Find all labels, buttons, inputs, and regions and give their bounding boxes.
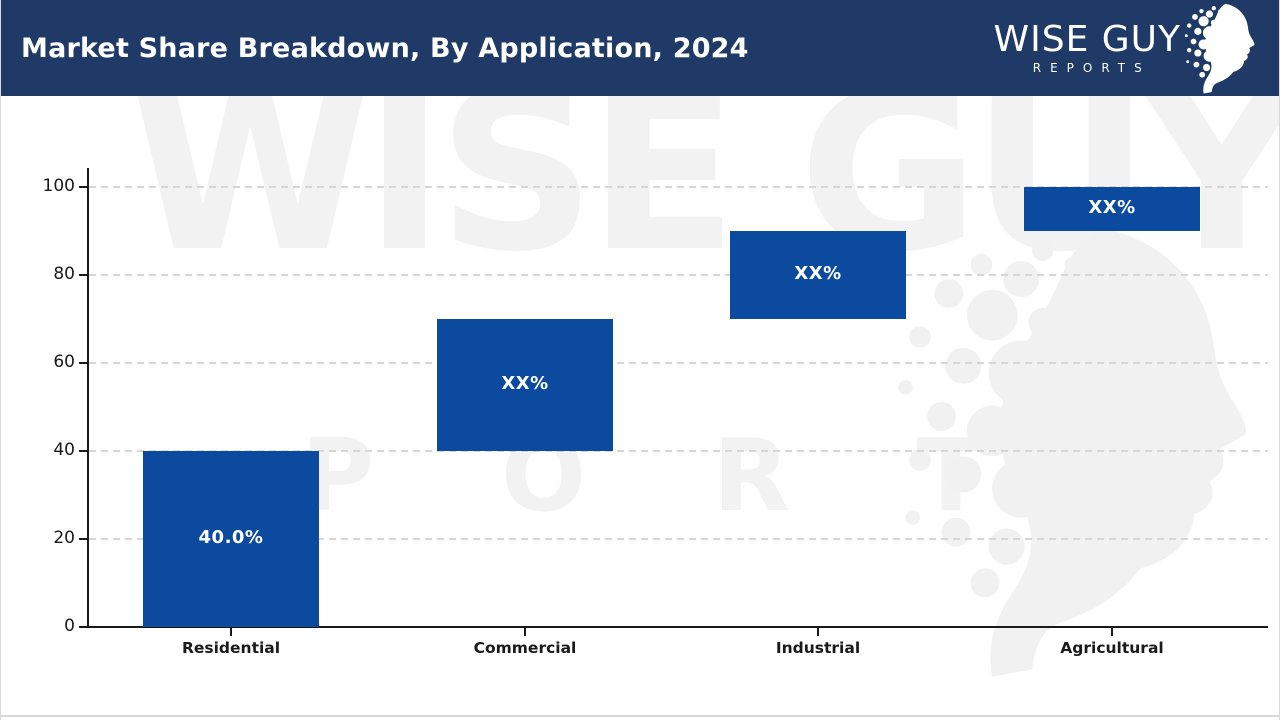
y-tick-mark-100	[79, 186, 87, 188]
bar-residential	[143, 451, 319, 627]
bar-agricultural	[1024, 187, 1200, 231]
page-title: Market Share Breakdown, By Application, …	[21, 32, 749, 64]
x-tick-label-industrial: Industrial	[775, 639, 861, 657]
y-tick-mark-20	[79, 538, 87, 540]
y-tick-label-60: 60	[53, 352, 75, 372]
y-tick-mark-0	[79, 626, 87, 628]
header: Market Share Breakdown, By Application, …	[1, 0, 1279, 96]
chart: WISE GUY P O R T S 0 20 40 60 80 100 40.0% XX% X…	[1, 62, 1280, 720]
y-axis-spine	[87, 168, 89, 628]
gridline-y-80	[89, 274, 1268, 276]
x-tick-label-residential: Residential	[181, 639, 281, 657]
bar-value-label-industrial: XX%	[794, 263, 842, 284]
gridline-y-60	[89, 362, 1268, 364]
y-tick-label-40: 40	[53, 440, 75, 460]
y-tick-label-20: 20	[53, 528, 75, 548]
x-tick-mark-residential	[230, 628, 232, 636]
x-tick-mark-commercial	[524, 628, 526, 636]
y-tick-label-100: 100	[42, 176, 75, 196]
gridline-y-100	[89, 186, 1268, 188]
x-tick-label-agricultural: Agricultural	[1060, 639, 1164, 657]
y-tick-mark-60	[79, 362, 87, 364]
gridline-y-40	[89, 450, 1268, 452]
brand-subtitle: REPORTS	[1032, 61, 1151, 75]
x-axis-spine	[87, 626, 1268, 628]
footer-divider	[1, 715, 1279, 717]
gridline-y-20	[89, 538, 1268, 540]
watermark-face-icon	[859, 214, 1280, 684]
brand-logo: WISE GUY REPORTS	[994, 1, 1266, 95]
y-tick-mark-80	[79, 274, 87, 276]
x-tick-mark-industrial	[817, 628, 819, 636]
bar-value-label-commercial: XX%	[501, 373, 549, 394]
y-tick-label-80: 80	[53, 264, 75, 284]
bar-industrial	[730, 231, 906, 319]
bar-value-label-residential: 40.0%	[198, 527, 264, 548]
brand-face-icon	[1177, 1, 1265, 95]
x-tick-mark-agricultural	[1111, 628, 1113, 636]
brand-name: WISE GUY	[993, 19, 1181, 60]
brand-logo-text: WISE GUY REPORTS	[993, 19, 1182, 75]
y-tick-mark-40	[79, 450, 87, 452]
x-tick-label-commercial: Commercial	[473, 639, 577, 657]
bar-value-label-agricultural: XX%	[1088, 197, 1136, 218]
bar-commercial	[437, 319, 613, 451]
y-tick-label-0: 0	[64, 616, 75, 636]
